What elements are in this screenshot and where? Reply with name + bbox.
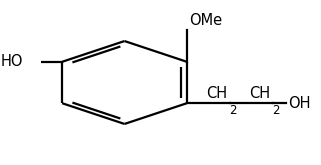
Text: 2: 2	[229, 104, 237, 117]
Text: 2: 2	[272, 104, 280, 117]
Text: HO: HO	[1, 54, 23, 69]
Text: CH: CH	[249, 86, 270, 101]
Text: CH: CH	[206, 86, 227, 101]
Text: OMe: OMe	[190, 13, 223, 28]
Text: OH: OH	[288, 96, 310, 111]
